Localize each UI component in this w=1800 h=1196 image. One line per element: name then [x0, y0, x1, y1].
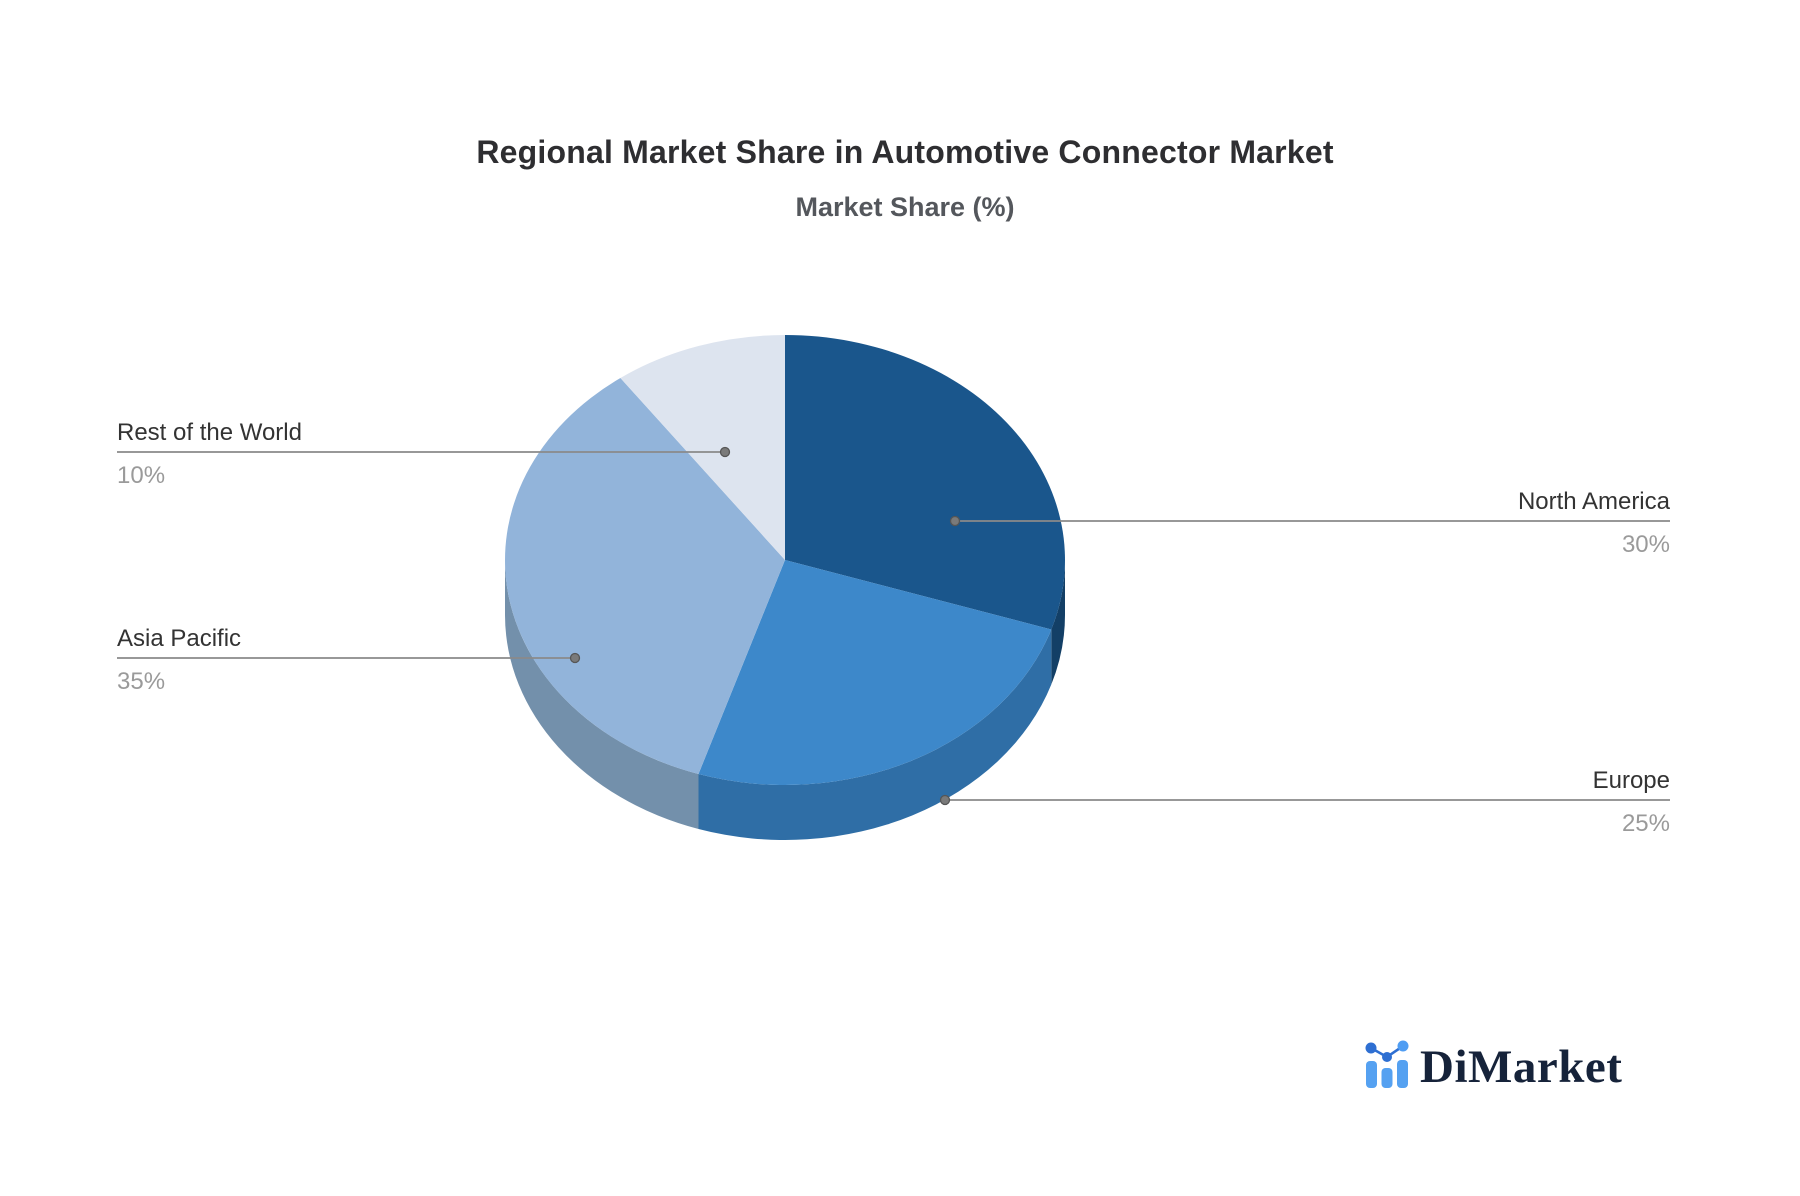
connector-dot-rest-of-the-world	[719, 446, 731, 458]
dimarket-logo: DiMarket	[1364, 1040, 1622, 1092]
pie-slice-europe[interactable]	[698, 560, 1052, 786]
slice-label-north-america: North America	[1518, 488, 1671, 515]
pie-slice-side-asia-pacific	[504, 560, 699, 829]
slice-label-asia-pacific: Asia Pacific	[117, 625, 241, 652]
slice-percent-rest-of-the-world: 10%	[117, 462, 165, 489]
slice-label-europe: Europe	[1593, 767, 1670, 794]
chart-title: Regional Market Share in Automotive Conn…	[476, 134, 1334, 170]
chart-subtitle: Market Share (%)	[795, 192, 1015, 222]
pie-slice-side-north-america	[1051, 560, 1065, 685]
slice-percent-asia-pacific: 35%	[117, 668, 165, 695]
pie-slice-side-europe	[698, 629, 1052, 841]
pie-slice-asia-pacific[interactable]	[505, 378, 785, 774]
connector-dot-europe	[939, 794, 951, 806]
connector-dot-north-america	[949, 515, 961, 527]
slice-label-rest-of-the-world: Rest of the World	[117, 419, 302, 446]
pie-slice-rest-of-the-world[interactable]	[620, 335, 785, 560]
pie-slice-north-america[interactable]	[785, 335, 1065, 630]
slice-percent-north-america: 30%	[1622, 531, 1670, 558]
dimarket-logo-text: DiMarket	[1420, 1041, 1623, 1093]
connector-dot-asia-pacific	[569, 652, 581, 664]
dimarket-logo-icon	[1365, 1040, 1409, 1088]
slice-percent-europe: 25%	[1622, 810, 1670, 837]
